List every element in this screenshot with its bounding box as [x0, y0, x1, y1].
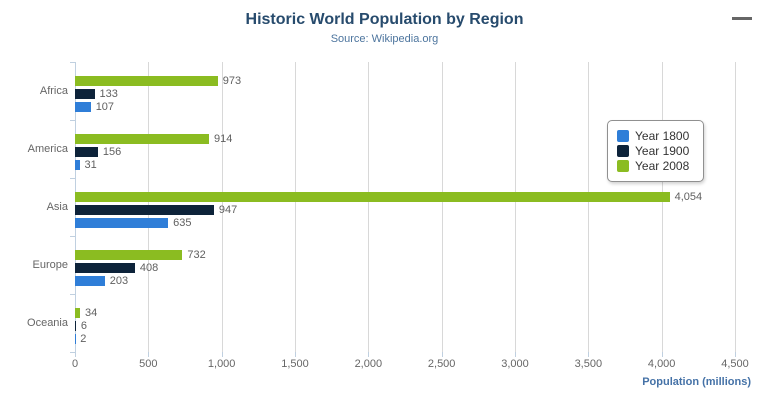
data-label: 732: [187, 249, 206, 261]
gridline: [368, 62, 370, 352]
bar-year-1800-europe[interactable]: [75, 276, 105, 286]
bar-year-2008-oceania[interactable]: [75, 308, 80, 318]
legend-symbol: [617, 130, 629, 142]
x-axis-tick: [441, 352, 443, 357]
x-axis-label: 4,500: [721, 358, 749, 370]
y-axis-tick: [70, 178, 75, 179]
gridline: [588, 62, 590, 352]
gridline: [515, 62, 516, 352]
data-label: 635: [173, 217, 192, 229]
y-axis-tick: [70, 236, 75, 237]
gridline: [661, 62, 663, 352]
legend-item-year-2008[interactable]: Year 2008: [617, 159, 689, 173]
data-label: 133: [99, 88, 118, 100]
bar-year-2008-asia[interactable]: [75, 192, 670, 202]
gridline: [735, 62, 736, 352]
legend-label: Year 1900: [635, 144, 690, 158]
x-axis-label: 500: [139, 358, 158, 370]
bar-year-1800-africa[interactable]: [75, 102, 91, 112]
y-axis-tick: [70, 294, 75, 295]
hamburger-bar: [732, 17, 752, 20]
data-label: 2: [80, 333, 87, 345]
bar-year-1900-asia[interactable]: [75, 205, 214, 215]
legend: Year 1800 Year 1900 Year 2008: [607, 120, 705, 182]
legend-item-year-1800[interactable]: Year 1800: [617, 129, 689, 143]
x-axis-label: 1,500: [281, 358, 309, 370]
category-label-asia: Asia: [46, 201, 68, 213]
x-axis-label: 4,000: [647, 358, 676, 370]
x-axis-title: Population (millions): [642, 376, 751, 388]
category-label-america: America: [27, 143, 68, 155]
category-label-oceania: Oceania: [27, 317, 68, 329]
data-label: 203: [109, 275, 129, 287]
category-row-america: 914 156 31: [75, 120, 735, 178]
y-axis-tick: [70, 62, 75, 63]
category-row-oceania: 34 6 2: [75, 294, 735, 352]
category-label-europe: Europe: [32, 259, 68, 271]
x-axis-label: 2,500: [427, 358, 456, 370]
x-axis-tick: [148, 352, 150, 357]
data-label: 973: [222, 75, 242, 87]
bar-year-1900-africa[interactable]: [75, 89, 95, 99]
x-axis-tick: [75, 352, 76, 357]
y-axis-tick: [70, 352, 75, 353]
x-axis-label: 1,000: [207, 358, 236, 370]
legend-label: Year 2008: [635, 159, 690, 173]
data-label: 31: [84, 159, 97, 171]
x-axis-tick: [368, 352, 370, 357]
legend-label: Year 1800: [635, 129, 690, 143]
x-axis-label: 0: [71, 358, 79, 370]
category-label-africa: Africa: [39, 85, 68, 97]
y-axis-tick: [70, 120, 75, 121]
data-label: 947: [218, 204, 238, 216]
hamburger-icon[interactable]: [732, 17, 754, 31]
bar-year-1800-america[interactable]: [75, 160, 80, 170]
bar-year-1800-asia[interactable]: [75, 218, 169, 228]
bar-year-1900-america[interactable]: [75, 147, 98, 157]
legend-item-year-1900[interactable]: Year 1900: [617, 144, 689, 158]
x-axis-tick: [515, 352, 516, 357]
bar-year-2008-africa[interactable]: [75, 76, 218, 86]
data-label: 408: [139, 262, 159, 274]
x-axis-label: 2,000: [354, 358, 383, 370]
x-axis-tick: [661, 352, 663, 357]
bar-year-2008-europe[interactable]: [75, 250, 183, 260]
x-axis-label: 3,500: [574, 358, 603, 370]
chart-subtitle: Source: Wikipedia.org: [330, 33, 439, 45]
legend-symbol: [617, 145, 629, 157]
gridline: [441, 62, 443, 352]
legend-symbol: [617, 160, 629, 172]
data-label: 156: [102, 146, 122, 158]
data-label: 6: [80, 320, 87, 332]
data-label: 107: [95, 101, 115, 113]
gridline: [295, 62, 296, 352]
x-axis-label: 3,000: [501, 358, 529, 370]
x-axis-tick: [221, 352, 223, 357]
bar-year-2008-america[interactable]: [75, 134, 210, 144]
category-row-asia: 4,054 947 635: [75, 178, 735, 236]
x-axis-tick: [295, 352, 296, 357]
plot-area: 973 133 107 914 156 31 4,054 947 635 732 408 203 34 6…: [75, 62, 736, 352]
chart-title: Historic World Population by Region: [245, 11, 524, 28]
data-label: 34: [84, 307, 98, 319]
x-axis-tick: [735, 352, 736, 357]
data-label: 4,054: [674, 191, 703, 203]
data-label: 914: [214, 133, 233, 145]
bar-year-1900-europe[interactable]: [75, 263, 135, 273]
category-row-europe: 732 408 203: [75, 236, 735, 294]
category-row-africa: 973 133 107: [75, 62, 735, 120]
x-axis-tick: [588, 352, 590, 357]
bar-year-1900-oceania[interactable]: [75, 321, 76, 331]
value-axis: 0 500 1,000 1,500 2,000 2,500 3,000 3,500 4,000 4…: [71, 358, 749, 374]
category-axis: Africa America Asia Europe Oceania: [0, 62, 68, 352]
gridline: [221, 62, 223, 352]
